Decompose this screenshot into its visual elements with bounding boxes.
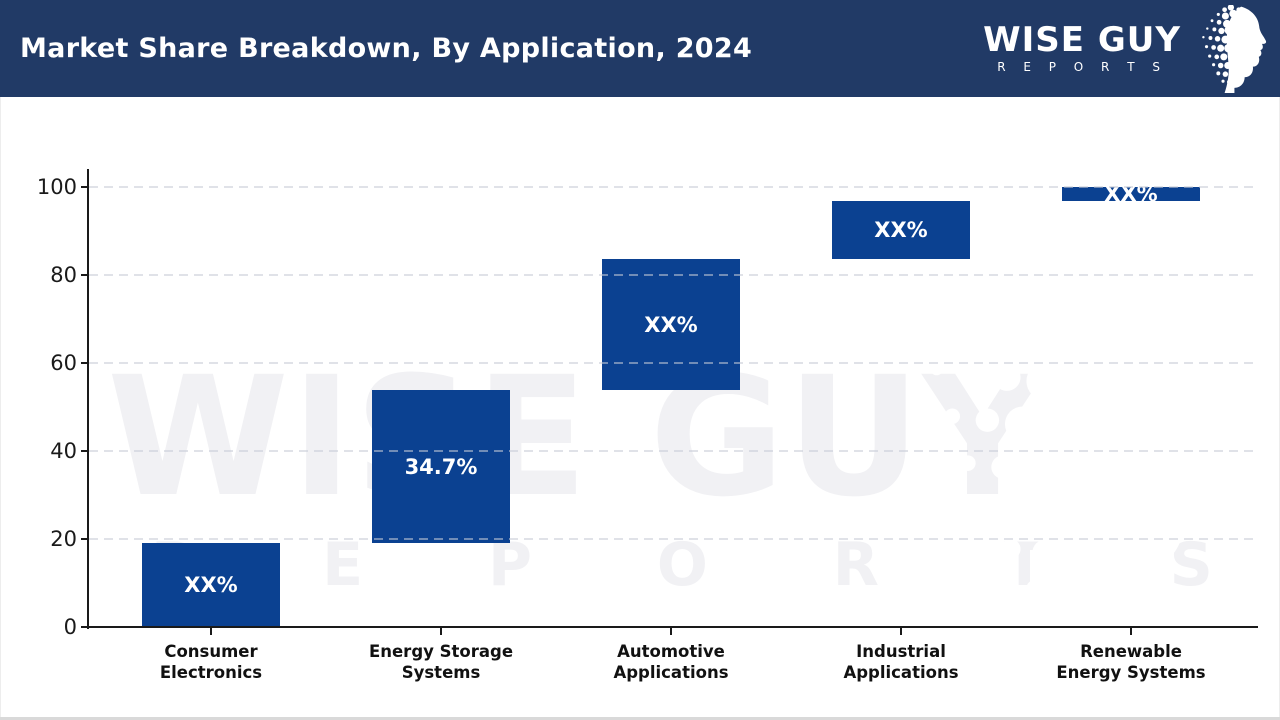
x-tick-mark — [440, 628, 442, 635]
x-tick-label: Renewable Energy Systems — [1056, 642, 1206, 683]
x-axis-line — [87, 626, 1258, 628]
x-tick-mark — [210, 628, 212, 635]
y-tick-mark — [81, 538, 89, 540]
header-bar: Market Share Breakdown, By Application, … — [0, 0, 1280, 97]
bar-value-label: XX% — [184, 572, 238, 597]
y-tick-mark — [81, 450, 89, 452]
y-tick-mark — [81, 626, 89, 628]
x-tick-mark — [670, 628, 672, 635]
y-tick-mark — [81, 274, 89, 276]
y-tick-label: 100 — [36, 175, 77, 199]
y-tick-label: 20 — [50, 527, 77, 551]
grid-line — [89, 362, 1258, 364]
y-tick-label: 40 — [50, 439, 77, 463]
brand-name: WISE GUY — [983, 20, 1181, 60]
y-tick-label: 80 — [50, 263, 77, 287]
brand-subtitle: R E P O R T S — [997, 60, 1167, 74]
y-axis-line — [87, 169, 89, 629]
y-tick-mark — [81, 362, 89, 364]
grid-line — [89, 274, 1258, 276]
brand-logo-text: WISE GUY R E P O R T S — [983, 23, 1181, 74]
grid-line — [89, 538, 1258, 540]
brand-face-icon — [1202, 4, 1267, 93]
bar: XX% — [602, 259, 740, 391]
brand-logo: WISE GUY R E P O R T S — [983, 4, 1268, 93]
x-tick-label: Automotive Applications — [613, 642, 729, 683]
x-tick-label: Energy Storage Systems — [368, 642, 514, 683]
x-tick-label: Consumer Electronics — [159, 642, 263, 683]
watermark-text-main: WISE GUY — [107, 341, 1045, 533]
y-tick-label: 60 — [50, 351, 77, 375]
chart-area: WISE GUY R E P O R T S 0 20 40 60 80 100 XX% Co… — [0, 97, 1280, 717]
y-tick-label: 0 — [63, 615, 77, 639]
x-tick-mark — [1130, 628, 1132, 635]
bar: 34.7% — [372, 390, 510, 543]
grid-line — [89, 450, 1258, 452]
bar: XX% — [832, 201, 970, 260]
bar: XX% — [142, 542, 280, 627]
x-tick-label: Industrial Applications — [843, 642, 959, 683]
bar-value-label: 34.7% — [404, 454, 478, 479]
bar-value-label: XX% — [644, 312, 698, 337]
grid-line — [89, 186, 1258, 188]
bar: XX% — [1062, 182, 1200, 206]
x-tick-mark — [900, 628, 902, 635]
page-title: Market Share Breakdown, By Application, … — [20, 33, 753, 64]
bar-value-label: XX% — [874, 218, 928, 243]
y-tick-mark — [81, 186, 89, 188]
